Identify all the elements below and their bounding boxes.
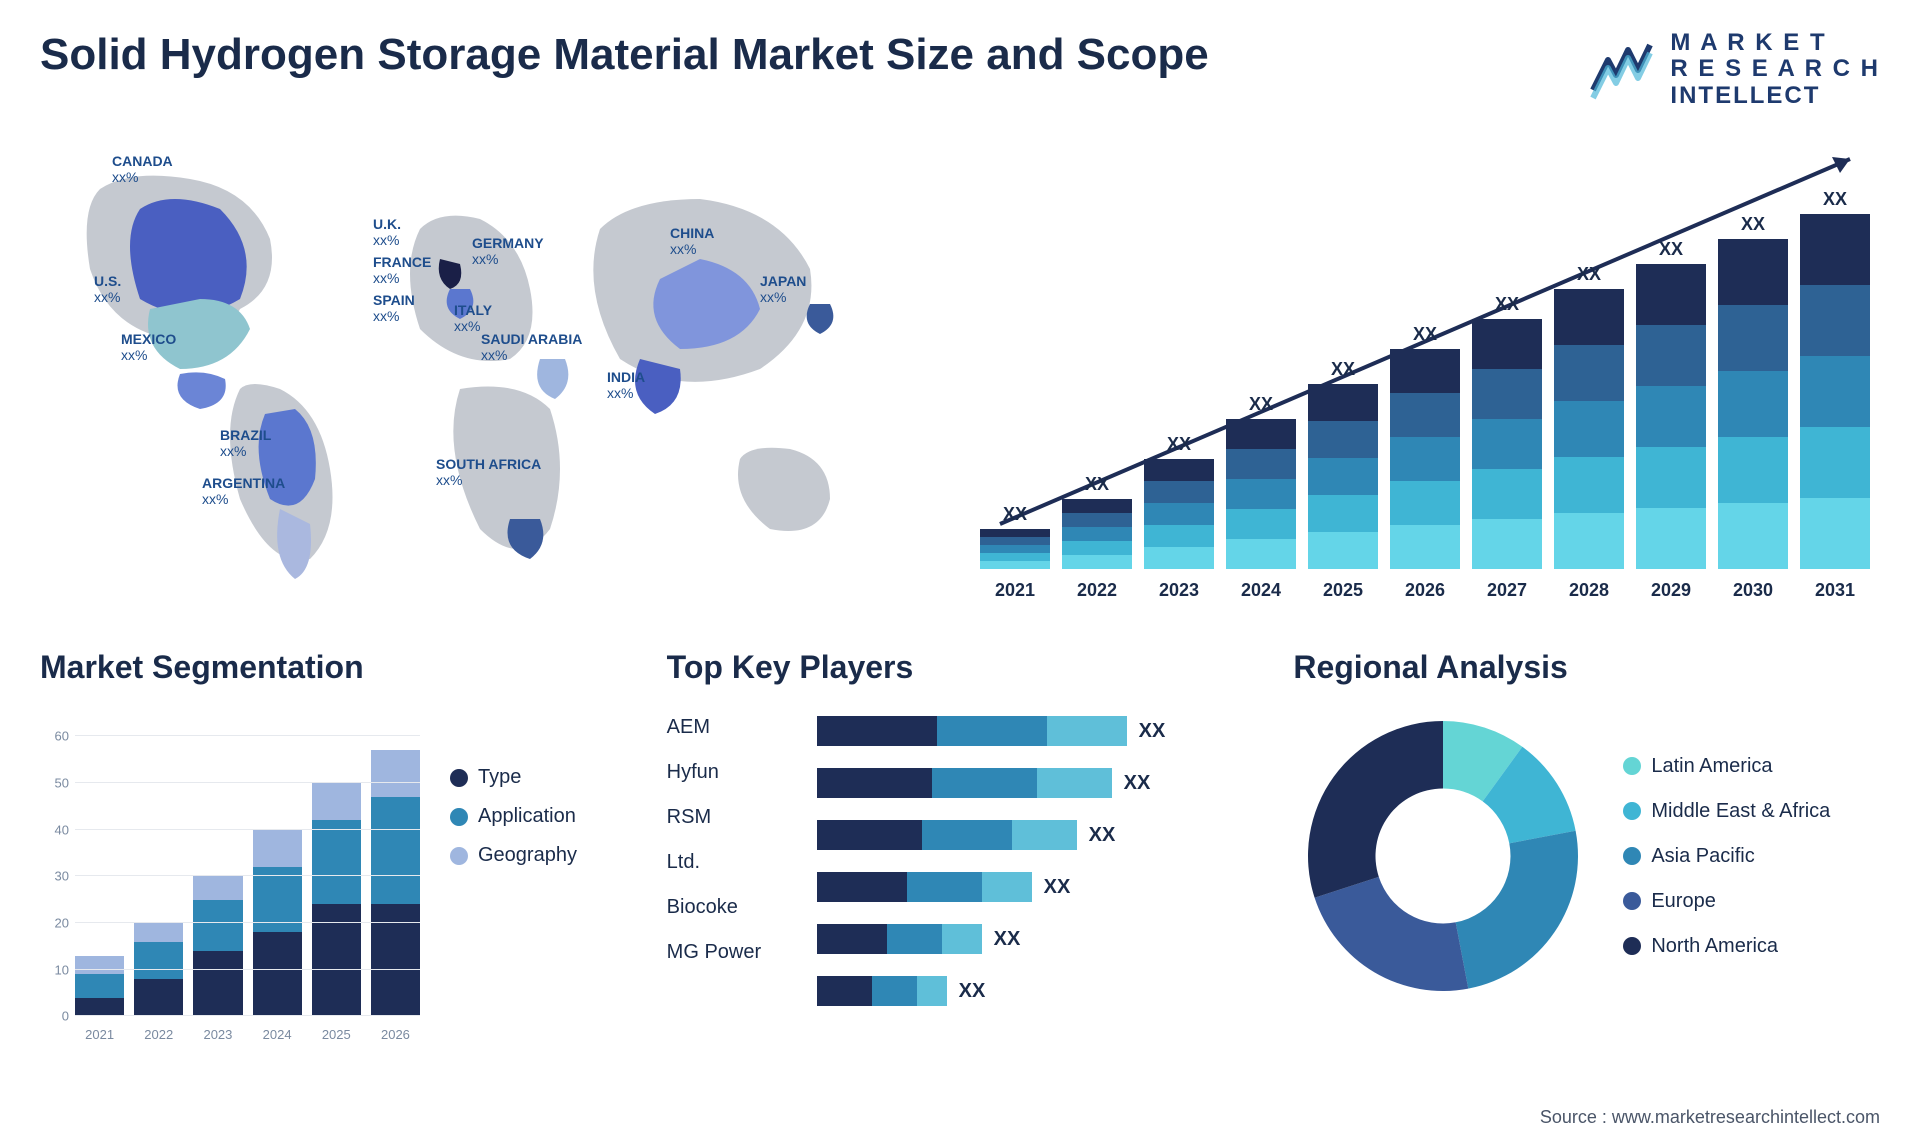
donut-slice	[1308, 721, 1443, 898]
players-bars: XX XX XX XX XX XX	[817, 706, 1254, 1006]
logo-text-3: INTELLECT	[1670, 83, 1880, 109]
seg-bar	[193, 876, 242, 1016]
seg-bar	[75, 956, 124, 1017]
legend-item: Geography	[450, 844, 577, 867]
regional-legend: Latin America Middle East & Africa Asia Pa…	[1623, 755, 1830, 958]
regional-donut	[1293, 706, 1593, 1006]
map-label: SOUTH AFRICAxx%	[436, 456, 541, 488]
main-bar: XX	[1636, 239, 1706, 569]
player-bar: XX	[817, 716, 1254, 746]
regional-title: Regional Analysis	[1293, 649, 1880, 686]
world-map-panel: CANADAxx% U.S.xx%MEXICOxx% BRAZILxx% ARGENT…	[40, 129, 940, 609]
map-label: CANADAxx%	[112, 153, 173, 185]
map-label: SPAINxx%	[373, 292, 415, 324]
player-bar: XX	[817, 872, 1254, 902]
players-title: Top Key Players	[667, 649, 1254, 686]
main-year-label: 2022	[1062, 580, 1132, 601]
source-text: Source : www.marketresearchintellect.com	[1540, 1107, 1880, 1128]
player-name: Ltd.	[667, 851, 797, 874]
seg-bar	[371, 750, 420, 1016]
main-year-label: 2023	[1144, 580, 1214, 601]
legend-item: Latin America	[1623, 755, 1830, 778]
segmentation-chart: 0102030405060 202120222023202420252026	[40, 706, 420, 1046]
main-bar: XX	[1308, 359, 1378, 569]
legend-item: North America	[1623, 935, 1830, 958]
players-panel: Top Key Players AEM Hyfun RSM Ltd. Biocoke MG…	[667, 649, 1254, 1069]
seg-bar	[134, 923, 183, 1016]
map-label: U.K.xx%	[373, 216, 401, 248]
main-year-label: 2021	[980, 580, 1050, 601]
legend-item: Type	[450, 766, 577, 789]
seg-bar	[253, 830, 302, 1017]
main-year-label: 2029	[1636, 580, 1706, 601]
main-bar: XX	[1390, 324, 1460, 569]
main-bar: XX	[980, 504, 1050, 569]
map-label: INDIAxx%	[607, 369, 645, 401]
main-year-label: 2028	[1554, 580, 1624, 601]
segmentation-legend: Type Application Geography	[450, 706, 577, 1046]
players-labels: AEM Hyfun RSM Ltd. Biocoke MG Power	[667, 706, 797, 1006]
map-label: JAPANxx%	[760, 273, 806, 305]
player-name: Hyfun	[667, 761, 797, 784]
legend-item: Application	[450, 805, 577, 828]
main-year-label: 2025	[1308, 580, 1378, 601]
main-year-label: 2030	[1718, 580, 1788, 601]
map-label: CHINAxx%	[670, 225, 714, 257]
player-bar: XX	[817, 768, 1254, 798]
donut-slice	[1315, 877, 1469, 991]
main-bar: XX	[1800, 189, 1870, 569]
main-bar-chart: XXXXXXXXXXXXXXXXXXXXXX 20212022202320242…	[980, 129, 1880, 609]
map-label: SAUDI ARABIAxx%	[481, 331, 582, 363]
map-label: U.S.xx%	[94, 273, 121, 305]
legend-item: Middle East & Africa	[1623, 800, 1830, 823]
main-bar: XX	[1062, 474, 1132, 569]
legend-item: Europe	[1623, 890, 1830, 913]
logo-text-2: R E S E A R C H	[1670, 56, 1880, 82]
map-label: MEXICOxx%	[121, 331, 176, 363]
player-name: Biocoke	[667, 896, 797, 919]
player-name: MG Power	[667, 941, 797, 964]
main-bar: XX	[1472, 294, 1542, 569]
player-name: AEM	[667, 716, 797, 739]
player-bar: XX	[817, 924, 1254, 954]
regional-panel: Regional Analysis Latin America Middle Ea…	[1293, 649, 1880, 1069]
legend-item: Asia Pacific	[1623, 845, 1830, 868]
logo: M A R K E T R E S E A R C H INTELLECT	[1588, 30, 1880, 109]
player-bar: XX	[817, 820, 1254, 850]
logo-icon	[1588, 40, 1658, 100]
player-name: RSM	[667, 806, 797, 829]
main-bar: XX	[1144, 434, 1214, 569]
map-label: ARGENTINAxx%	[202, 475, 285, 507]
seg-bar	[312, 783, 361, 1016]
main-year-label: 2026	[1390, 580, 1460, 601]
donut-slice	[1456, 831, 1578, 989]
main-bar: XX	[1226, 394, 1296, 569]
main-year-label: 2024	[1226, 580, 1296, 601]
player-bar: XX	[817, 976, 1254, 1006]
map-label: GERMANYxx%	[472, 235, 544, 267]
main-year-label: 2027	[1472, 580, 1542, 601]
segmentation-panel: Market Segmentation 0102030405060 202120…	[40, 649, 627, 1069]
map-label: ITALYxx%	[454, 302, 492, 334]
page-title: Solid Hydrogen Storage Material Market S…	[40, 30, 1209, 80]
main-bar: XX	[1718, 214, 1788, 569]
world-map	[40, 129, 940, 609]
logo-text-1: M A R K E T	[1670, 30, 1880, 56]
map-label: BRAZILxx%	[220, 427, 271, 459]
segmentation-title: Market Segmentation	[40, 649, 627, 686]
main-year-label: 2031	[1800, 580, 1870, 601]
map-label: FRANCExx%	[373, 254, 431, 286]
main-bar: XX	[1554, 264, 1624, 569]
